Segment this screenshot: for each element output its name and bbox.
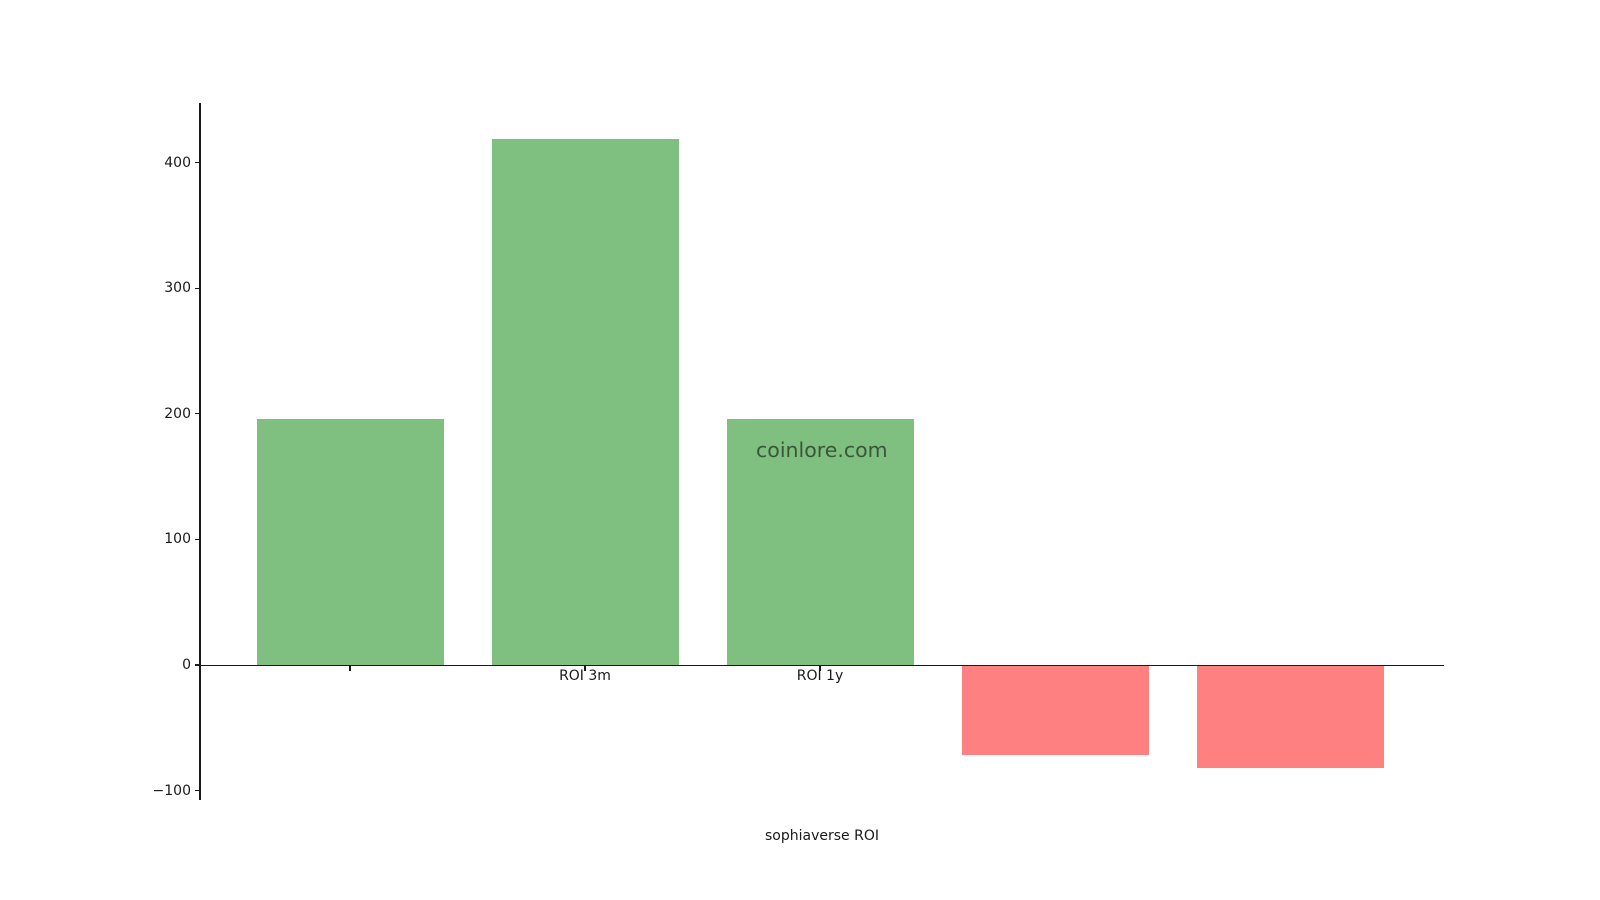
y-tick [194,538,199,541]
watermark-text: coinlore.com [756,438,888,462]
x-tick [349,665,351,671]
x-tick-label: ROI 3m [559,668,611,684]
y-tick [194,789,199,792]
y-tick-label: −100 [152,782,191,799]
y-tick-label: 400 [164,154,191,171]
y-tick [194,664,199,666]
bar-roi-1y [726,418,914,665]
x-tick [819,665,821,671]
y-tick-label: 100 [164,531,191,548]
bar-unlabeled-3 [961,665,1149,756]
y-tick-label: 200 [164,405,191,422]
x-tick-label: ROI 1y [796,668,844,684]
y-tick [194,161,199,164]
y-tick-label: 300 [164,280,191,297]
x-axis-title: sophiaverse ROI [765,828,879,844]
bar-unlabeled-4 [1196,665,1384,768]
y-tick-label: 0 [182,657,191,673]
y-axis-line [199,103,201,800]
bar-unlabeled-0 [256,418,444,665]
y-tick [194,413,199,415]
x-tick [584,665,586,671]
x-axis-line [199,664,1444,667]
y-tick [194,287,199,289]
bar-roi-3m [491,138,679,665]
